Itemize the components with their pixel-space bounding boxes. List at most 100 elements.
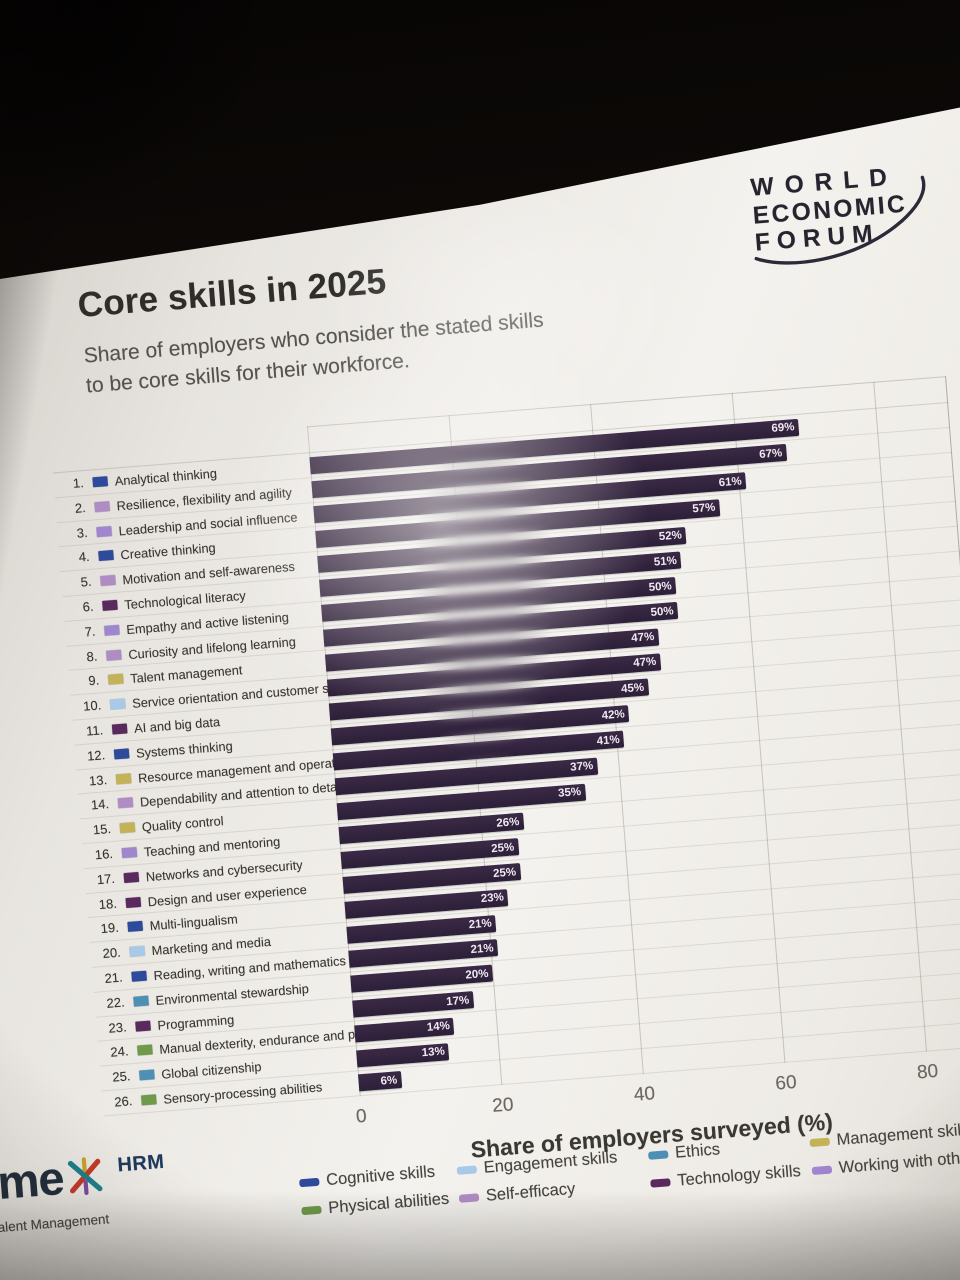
legend-swatch [299,1177,320,1187]
category-swatch [127,921,144,933]
category-swatch [140,1094,157,1106]
category-swatch [111,723,128,735]
x-axis-tick: 20 [491,1094,515,1117]
rank-label: 9 [69,673,100,690]
rank-label: 19 [88,920,119,937]
legend-swatch [811,1164,833,1175]
rank-label: 2 [55,500,86,517]
category-swatch [115,772,132,784]
brand-x-icon [67,1157,103,1196]
rank-label: 15 [80,821,111,838]
rank-label: 7 [65,623,96,640]
rank-label: 26 [102,1093,133,1110]
rank-label: 12 [75,747,106,764]
bar-value: 50 [648,580,672,594]
legend-swatch [458,1192,480,1203]
category-swatch [109,698,126,710]
category-swatch [92,476,109,488]
bar-value: 50 [650,605,674,619]
page-title: Core skills in 2025 [76,261,388,325]
rank-label: 16 [82,846,113,863]
skill-label: Quality control [141,813,225,835]
bar-value: 45 [621,682,645,696]
bar-value: 52 [658,530,682,543]
category-swatch [107,673,124,686]
rank-label: 20 [90,945,121,962]
category-swatch [98,550,114,562]
skill-label: Systems thinking [135,737,234,761]
bar-value: 25 [491,841,515,855]
bar-value: 6 [380,1074,398,1087]
category-swatch [131,970,148,982]
skill-label: Programming [156,1011,235,1033]
bar-value: 42 [601,708,625,722]
rank-label: 22 [94,994,125,1011]
bar-value: 67 [759,447,783,461]
rank-label: 8 [67,648,98,665]
rank-label: 18 [86,895,117,912]
rank-label: 5 [61,574,92,591]
category-swatch [104,624,120,636]
bar-value: 57 [692,502,716,516]
category-swatch [102,599,118,611]
bar-value: 21 [468,918,492,931]
legend-swatch [647,1149,669,1160]
brand-suffix: HRM [116,1150,166,1177]
rank-label: 4 [59,549,90,566]
category-swatch [133,995,149,1007]
category-swatch [125,896,142,908]
rank-label: 23 [96,1019,127,1036]
category-swatch [113,748,130,760]
emex-logo: eme HRM n Talent Management [0,1148,169,1237]
category-swatch [119,822,136,834]
legend-label: Ethics [674,1140,721,1162]
rank-label: 24 [98,1044,129,1061]
rank-label: 11 [73,722,104,739]
category-swatch [94,500,111,513]
bar: 14 [354,1017,455,1043]
legend-swatch [456,1164,478,1175]
bar-value: 20 [465,968,489,981]
legend-swatch [650,1177,671,1188]
x-axis-tick: 0 [355,1105,368,1128]
legend-swatch [809,1137,831,1147]
bar-value: 25 [493,866,517,880]
x-axis-tick: 40 [633,1083,656,1106]
rank-label: 21 [92,970,123,987]
bar-value: 47 [631,631,655,645]
rank-label: 13 [77,772,108,789]
rank-label: 3 [57,525,88,542]
legend-swatch [301,1205,322,1215]
rank-label: 10 [71,698,102,715]
defocus-blur-overlay [390,365,575,825]
category-swatch [117,797,134,809]
bar-value: 17 [446,994,470,1008]
category-swatch [121,847,138,859]
bar-value: 23 [480,892,504,906]
rank-label: 25 [100,1068,131,1085]
bar-value: 13 [421,1046,445,1059]
bar-value: 69 [771,421,795,435]
wef-logo: WORLD ECONOMIC FORUM [750,157,960,265]
x-axis-tick: 80 [916,1060,939,1084]
skill-label: Analytical thinking [114,465,218,489]
skill-label: Global citizenship [160,1059,262,1082]
rank-label: 6 [63,599,94,616]
bar-value: 51 [653,555,677,569]
category-swatch [123,871,140,883]
category-swatch [139,1069,155,1081]
skill-label: Creative thinking [119,540,217,563]
rank-label: 14 [79,796,110,813]
bar: 13 [356,1042,450,1068]
skill-label: Multi-lingualism [149,911,239,934]
category-swatch [100,575,116,587]
x-axis-tick: 60 [774,1072,798,1095]
category-swatch [96,525,112,537]
bar-value: 14 [426,1020,450,1034]
category-swatch [135,1020,151,1032]
bar-value: 21 [470,942,494,956]
bar-value: 47 [633,656,657,670]
skill-label: AI and big data [133,714,221,736]
category-swatch [105,649,122,661]
